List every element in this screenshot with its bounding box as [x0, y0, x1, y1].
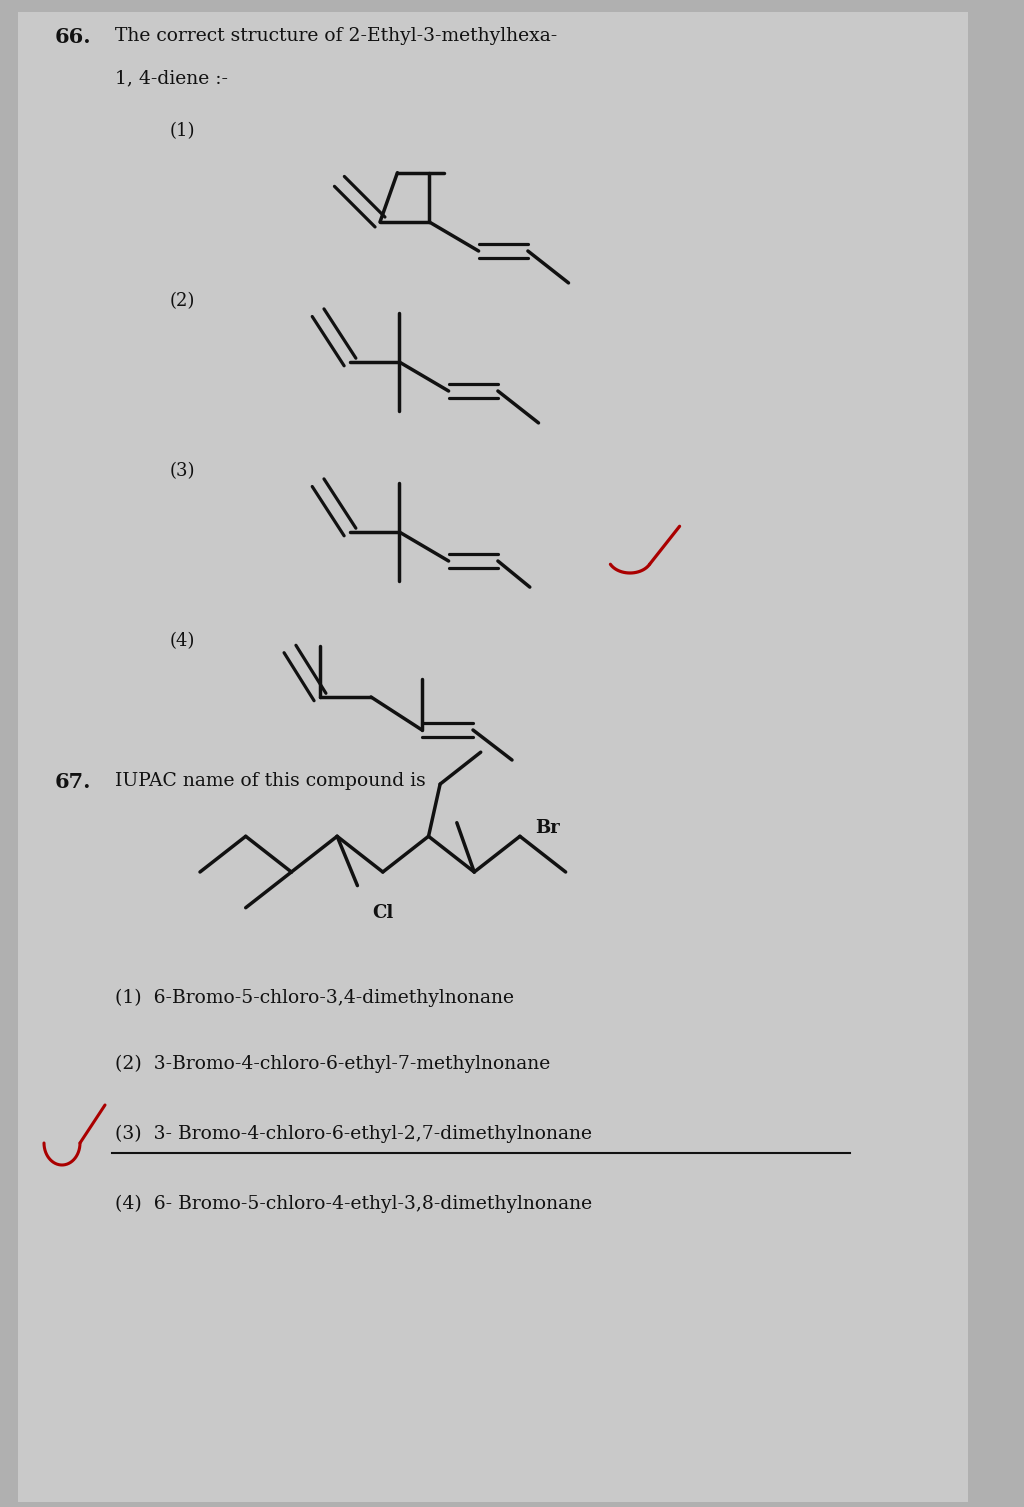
Text: Br: Br: [535, 820, 560, 838]
Text: (2)  3-Bromo-4-chloro-6-ethyl-7-methylnonane: (2) 3-Bromo-4-chloro-6-ethyl-7-methylnon…: [115, 1055, 550, 1073]
Text: (4): (4): [170, 631, 196, 650]
Text: IUPAC name of this compound is: IUPAC name of this compound is: [115, 772, 426, 790]
Text: (3): (3): [170, 463, 196, 481]
Text: 66.: 66.: [55, 27, 91, 47]
Text: The correct structure of 2-Ethyl-3-methylhexa-: The correct structure of 2-Ethyl-3-methy…: [115, 27, 557, 45]
Text: 1, 4-diene :-: 1, 4-diene :-: [115, 69, 228, 87]
Text: Cl: Cl: [372, 904, 393, 922]
Text: 67.: 67.: [55, 772, 91, 793]
Text: (3)  3- Bromo-4-chloro-6-ethyl-2,7-dimethylnonane: (3) 3- Bromo-4-chloro-6-ethyl-2,7-dimeth…: [115, 1126, 592, 1144]
Text: (4)  6- Bromo-5-chloro-4-ethyl-3,8-dimethylnonane: (4) 6- Bromo-5-chloro-4-ethyl-3,8-dimeth…: [115, 1195, 592, 1213]
Text: (2): (2): [170, 292, 196, 310]
FancyBboxPatch shape: [18, 12, 968, 1502]
Text: (1)  6-Bromo-5-chloro-3,4-dimethylnonane: (1) 6-Bromo-5-chloro-3,4-dimethylnonane: [115, 989, 514, 1007]
Text: (1): (1): [170, 122, 196, 140]
